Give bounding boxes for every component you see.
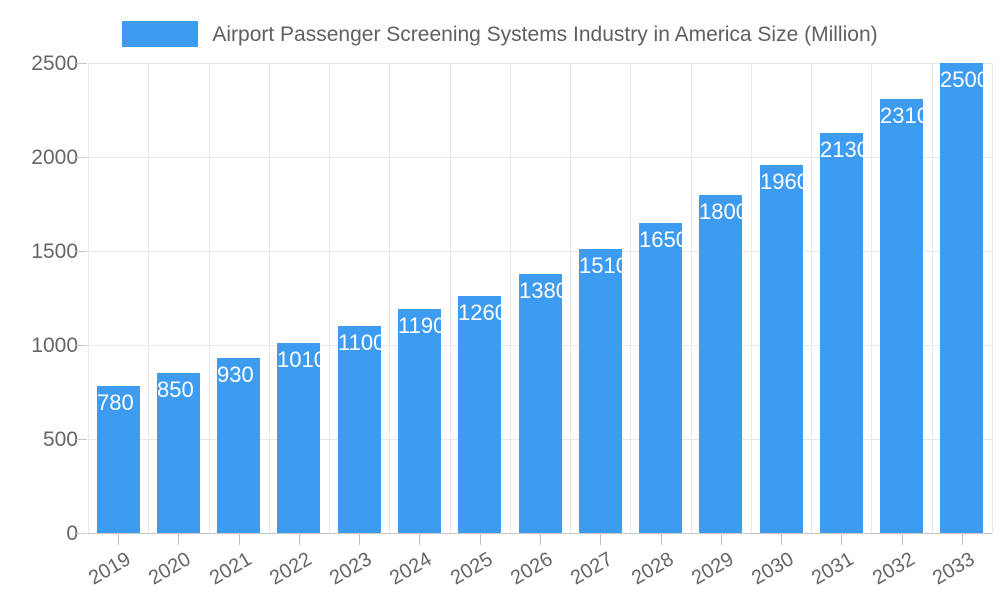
x-axis-tick-mark — [480, 534, 481, 545]
bar-value-label: 780 — [97, 392, 134, 415]
bar[interactable]: 2500 — [940, 63, 983, 533]
gridline-vertical — [630, 63, 631, 533]
bar-value-label: 1800 — [699, 200, 742, 223]
bar-value-label: 930 — [217, 364, 254, 387]
x-axis-tick-mark — [841, 534, 842, 545]
bar-value-label: 2500 — [940, 69, 983, 91]
x-axis-line — [88, 533, 992, 534]
x-axis-tick-label: 2033 — [928, 548, 979, 590]
x-axis-tick-label: 2031 — [807, 548, 858, 590]
bar[interactable]: 1190 — [398, 309, 441, 533]
y-axis-tick-label: 2500 — [31, 52, 78, 75]
bar[interactable]: 2310 — [880, 98, 923, 533]
y-axis-tick-mark — [76, 439, 87, 440]
x-axis-tick-mark — [419, 534, 420, 545]
x-axis-tick-mark — [178, 534, 179, 545]
bar[interactable]: 2130 — [820, 132, 863, 533]
bar[interactable]: 1800 — [699, 194, 742, 533]
bar[interactable]: 780 — [97, 386, 140, 533]
plot-area: 780 850 930 1010 1100 1190 1260 1380 1510 1650 180… — [88, 63, 993, 534]
bar-value-label: 1190 — [398, 315, 441, 338]
y-axis-tick-mark — [76, 533, 87, 534]
x-axis-tick-mark — [239, 534, 240, 545]
y-axis-tick-label: 0 — [66, 522, 78, 545]
x-axis-tick-label: 2026 — [506, 548, 557, 590]
legend-label: Airport Passenger Screening Systems Indu… — [212, 22, 878, 46]
bar-value-label: 1960 — [760, 170, 803, 193]
x-axis-tick-mark — [299, 534, 300, 545]
y-axis-tick-mark — [76, 157, 87, 158]
bar[interactable]: 1650 — [639, 222, 682, 533]
x-axis-tick-label: 2028 — [627, 548, 678, 590]
y-axis-tick-mark — [76, 345, 87, 346]
y-axis-tick-label: 1500 — [31, 240, 78, 263]
bar[interactable]: 850 — [157, 373, 200, 533]
x-axis-tick-label: 2032 — [868, 548, 919, 590]
x-axis-tick-mark — [962, 534, 963, 545]
gridline-vertical — [389, 63, 390, 533]
x-axis-tick-mark — [118, 534, 119, 545]
bar[interactable]: 1380 — [519, 273, 562, 533]
y-axis-tick-mark — [76, 251, 87, 252]
x-axis-tick-label: 2020 — [144, 548, 195, 590]
x-axis-tick-label: 2030 — [747, 548, 798, 590]
bar-value-label: 1380 — [519, 279, 562, 302]
bar-value-label: 1260 — [458, 302, 501, 325]
gridline-horizontal — [88, 251, 992, 252]
gridline-vertical — [811, 63, 812, 533]
gridline-vertical — [992, 63, 993, 533]
gridline-vertical — [510, 63, 511, 533]
x-axis-tick-label: 2024 — [385, 548, 436, 590]
bar[interactable]: 930 — [217, 358, 260, 533]
x-axis-tick-label: 2029 — [687, 548, 738, 590]
bar-value-label: 1650 — [639, 228, 682, 251]
bar-value-label: 1510 — [579, 255, 622, 278]
bar-value-label: 850 — [157, 379, 194, 402]
y-axis-tick-label: 2000 — [31, 146, 78, 169]
gridline-vertical — [269, 63, 270, 533]
x-axis-tick-mark — [721, 534, 722, 545]
gridline-horizontal — [88, 157, 992, 158]
gridline-vertical — [570, 63, 571, 533]
gridline-vertical — [691, 63, 692, 533]
bar[interactable]: 1260 — [458, 296, 501, 533]
y-axis-tick-label: 1000 — [31, 334, 78, 357]
x-axis-tick-label: 2021 — [205, 548, 256, 590]
chart-legend: Airport Passenger Screening Systems Indu… — [0, 18, 1000, 50]
x-axis-tick-mark — [661, 534, 662, 545]
gridline-horizontal — [88, 63, 992, 64]
bar[interactable]: 1010 — [277, 343, 320, 533]
y-axis: 0 500 1000 1500 2000 2500 — [0, 0, 87, 600]
gridline-vertical — [148, 63, 149, 533]
legend-swatch-icon — [122, 21, 199, 47]
bar-value-label: 1010 — [277, 349, 320, 372]
x-axis-tick-label: 2022 — [265, 548, 316, 590]
x-axis-tick-label: 2019 — [84, 548, 135, 590]
gridline-vertical — [751, 63, 752, 533]
y-axis-tick-label: 500 — [42, 428, 78, 451]
bar[interactable]: 1100 — [338, 326, 381, 533]
gridline-vertical — [871, 63, 872, 533]
gridline-vertical — [932, 63, 933, 533]
x-axis-tick-label: 2027 — [566, 548, 617, 590]
bar-value-label: 2310 — [880, 104, 923, 127]
gridline-vertical — [329, 63, 330, 533]
x-axis-tick-mark — [902, 534, 903, 545]
bar-value-label: 1100 — [338, 332, 381, 355]
bar[interactable]: 1960 — [760, 164, 803, 533]
x-axis-tick-label: 2023 — [325, 548, 376, 590]
y-axis-tick-mark — [76, 63, 87, 64]
x-axis-tick-mark — [600, 534, 601, 545]
bar[interactable]: 1510 — [579, 249, 622, 533]
gridline-vertical — [450, 63, 451, 533]
bar-value-label: 2130 — [820, 138, 863, 161]
gridline-vertical — [209, 63, 210, 533]
x-axis-tick-mark — [359, 534, 360, 545]
x-axis-tick-label: 2025 — [446, 548, 497, 590]
x-axis-tick-mark — [540, 534, 541, 545]
x-axis-tick-mark — [781, 534, 782, 545]
gridline-vertical — [88, 63, 89, 533]
